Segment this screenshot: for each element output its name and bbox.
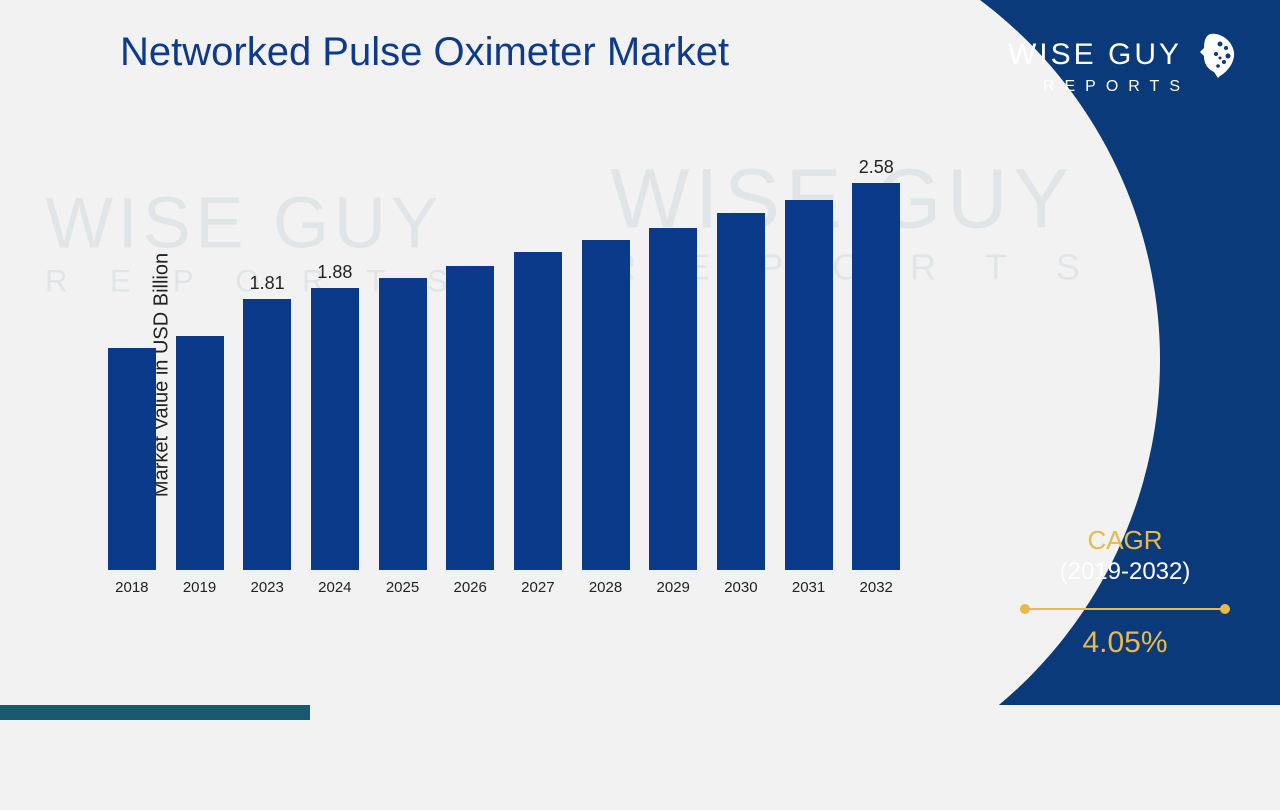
bar bbox=[379, 278, 427, 571]
bar-value-label: 1.88 bbox=[317, 262, 352, 284]
bar-x-label: 2023 bbox=[250, 579, 283, 596]
bar-slot: 2030 bbox=[707, 150, 775, 570]
bar-x-label: 2030 bbox=[724, 579, 757, 596]
cagr-block: CAGR (2019-2032) 4.05% bbox=[1020, 525, 1230, 660]
bar-slot: 2027 bbox=[504, 150, 572, 570]
bar-x-label: 2024 bbox=[318, 579, 351, 596]
bar-slot: 2026 bbox=[436, 150, 504, 570]
logo-main-text: WISE GUY bbox=[1008, 38, 1182, 72]
bar-slot: 2028 bbox=[572, 150, 640, 570]
cagr-label: CAGR bbox=[1020, 525, 1230, 556]
bar bbox=[176, 336, 224, 570]
bottom-strip bbox=[0, 705, 310, 720]
bar bbox=[649, 228, 697, 570]
bar-slot: 2019 bbox=[166, 150, 234, 570]
bar-x-label: 2032 bbox=[860, 579, 893, 596]
bar bbox=[311, 288, 359, 570]
bar-slot: 2031 bbox=[775, 150, 843, 570]
bar bbox=[852, 183, 900, 570]
bar-value-label: 2.58 bbox=[859, 157, 894, 179]
bar-x-label: 2019 bbox=[183, 579, 216, 596]
bar-slot: 1.812023 bbox=[233, 150, 301, 570]
bars-container: 201820191.8120231.8820242025202620272028… bbox=[98, 150, 910, 570]
bar-x-label: 2026 bbox=[454, 579, 487, 596]
logo: WISE GUY REPORTS bbox=[1008, 30, 1240, 96]
bar bbox=[582, 240, 630, 570]
bar-x-label: 2029 bbox=[657, 579, 690, 596]
bar-x-label: 2025 bbox=[386, 579, 419, 596]
bar bbox=[785, 200, 833, 571]
bar-slot: 2029 bbox=[639, 150, 707, 570]
bar-slot: 2018 bbox=[98, 150, 166, 570]
bar-slot: 1.882024 bbox=[301, 150, 369, 570]
bar bbox=[243, 299, 291, 571]
bar bbox=[717, 213, 765, 570]
bar-x-label: 2031 bbox=[792, 579, 825, 596]
bar-slot: 2.582032 bbox=[842, 150, 910, 570]
cagr-period: (2019-2032) bbox=[1020, 558, 1230, 586]
chart-title: Networked Pulse Oximeter Market bbox=[120, 30, 729, 75]
bar bbox=[446, 266, 494, 571]
cagr-divider bbox=[1020, 604, 1230, 614]
bar-x-label: 2028 bbox=[589, 579, 622, 596]
bar-x-label: 2018 bbox=[115, 579, 148, 596]
cagr-value: 4.05% bbox=[1020, 626, 1230, 660]
brain-head-icon bbox=[1190, 30, 1240, 80]
bar-slot: 2025 bbox=[369, 150, 437, 570]
bar-chart: Market Value in USD Billion 201820191.81… bbox=[50, 150, 910, 600]
bar-value-label: 1.81 bbox=[250, 273, 285, 295]
bar-x-label: 2027 bbox=[521, 579, 554, 596]
bar bbox=[108, 348, 156, 570]
bar bbox=[514, 252, 562, 570]
logo-sub-text: REPORTS bbox=[1008, 78, 1240, 96]
